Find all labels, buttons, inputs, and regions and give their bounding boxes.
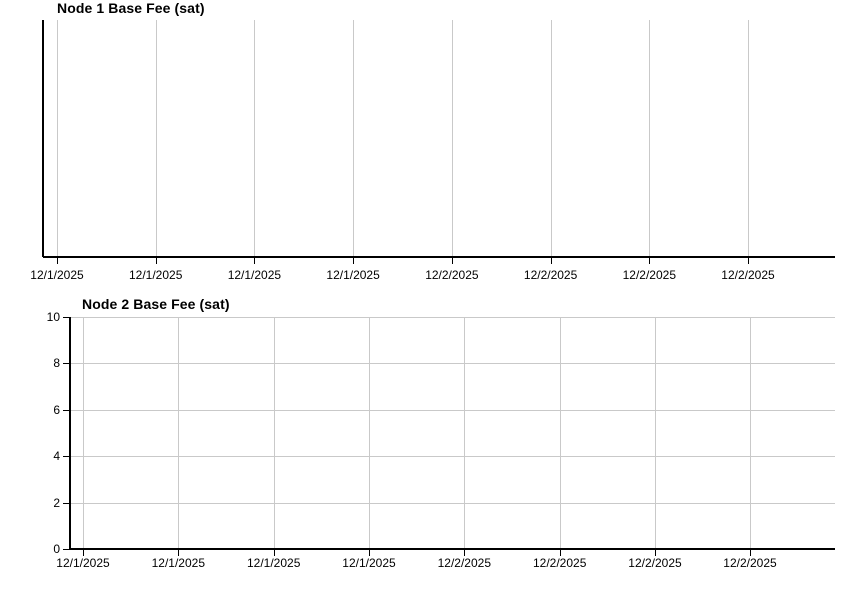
- vertical-gridline: [178, 317, 180, 549]
- vertical-gridline: [655, 317, 656, 549]
- x-axis-tick: [748, 257, 749, 264]
- x-axis-tick: [369, 549, 370, 556]
- x-tick-label: 12/2/2025: [622, 268, 676, 282]
- x-axis-line: [43, 256, 835, 258]
- y-axis-tick: [63, 409, 70, 411]
- x-tick-label: 12/1/2025: [227, 268, 282, 282]
- vertical-gridline: [353, 20, 355, 257]
- vertical-gridline: [750, 317, 751, 549]
- horizontal-gridline: [71, 317, 835, 318]
- x-tick-label: 12/1/2025: [246, 556, 301, 570]
- x-tick-label: 12/1/2025: [342, 556, 396, 570]
- x-tick-label: 12/1/2025: [56, 556, 110, 570]
- x-tick-label: 12/1/2025: [128, 268, 183, 282]
- x-axis-tick: [451, 257, 453, 264]
- y-tick-label: 6: [53, 402, 60, 417]
- horizontal-gridline: [71, 502, 835, 504]
- vertical-gridline: [748, 20, 749, 257]
- y-axis-line: [69, 317, 71, 549]
- vertical-gridline: [155, 20, 157, 257]
- x-tick-label: 12/2/2025: [425, 268, 479, 282]
- vertical-gridline: [369, 317, 370, 549]
- x-tick-label: 12/1/2025: [151, 556, 205, 570]
- y-tick-label: 8: [53, 356, 60, 371]
- horizontal-gridline: [71, 456, 835, 458]
- x-tick-label: 12/1/2025: [30, 268, 84, 282]
- x-axis-tick: [750, 549, 751, 556]
- x-axis-tick: [254, 257, 256, 264]
- chart-title: Node 1 Base Fee (sat): [57, 0, 205, 16]
- vertical-gridline: [254, 20, 256, 257]
- y-axis-tick: [63, 456, 70, 458]
- x-axis-tick: [559, 549, 561, 556]
- vertical-gridline: [550, 20, 552, 257]
- chart-title: Node 2 Base Fee (sat): [82, 296, 230, 312]
- y-axis-tick: [63, 363, 70, 365]
- y-tick-label: 4: [53, 449, 60, 464]
- x-axis-tick: [273, 549, 275, 556]
- x-tick-label: 12/2/2025: [721, 268, 775, 282]
- vertical-gridline: [649, 20, 651, 257]
- x-axis-tick: [353, 257, 355, 264]
- vertical-gridline: [57, 20, 58, 257]
- x-tick-label: 12/2/2025: [523, 268, 578, 282]
- y-tick-label: 10: [46, 310, 60, 324]
- x-tick-label: 12/2/2025: [723, 556, 777, 570]
- vertical-gridline: [464, 317, 466, 549]
- x-axis-line: [70, 548, 835, 550]
- vertical-gridline: [83, 317, 84, 549]
- x-axis-tick: [155, 257, 157, 264]
- y-axis-line: [42, 20, 44, 257]
- x-tick-label: 12/1/2025: [326, 268, 380, 282]
- x-axis-tick: [83, 549, 84, 556]
- y-tick-label: 2: [53, 495, 60, 510]
- x-tick-label: 12/2/2025: [628, 556, 682, 570]
- x-axis-tick: [464, 549, 466, 556]
- vertical-gridline: [451, 20, 453, 257]
- x-axis-tick: [178, 549, 180, 556]
- y-tick-label: 0: [53, 542, 60, 556]
- x-tick-label: 12/2/2025: [437, 556, 491, 570]
- y-axis-tick: [63, 549, 70, 550]
- x-axis-tick: [655, 549, 656, 556]
- horizontal-gridline: [71, 409, 835, 411]
- x-tick-label: 12/2/2025: [532, 556, 587, 570]
- x-axis-tick: [57, 257, 58, 264]
- vertical-gridline: [273, 317, 275, 549]
- y-axis-tick: [63, 317, 70, 318]
- horizontal-gridline: [71, 363, 835, 365]
- x-axis-tick: [649, 257, 651, 264]
- y-axis-tick: [63, 502, 70, 504]
- vertical-gridline: [559, 317, 561, 549]
- x-axis-tick: [550, 257, 552, 264]
